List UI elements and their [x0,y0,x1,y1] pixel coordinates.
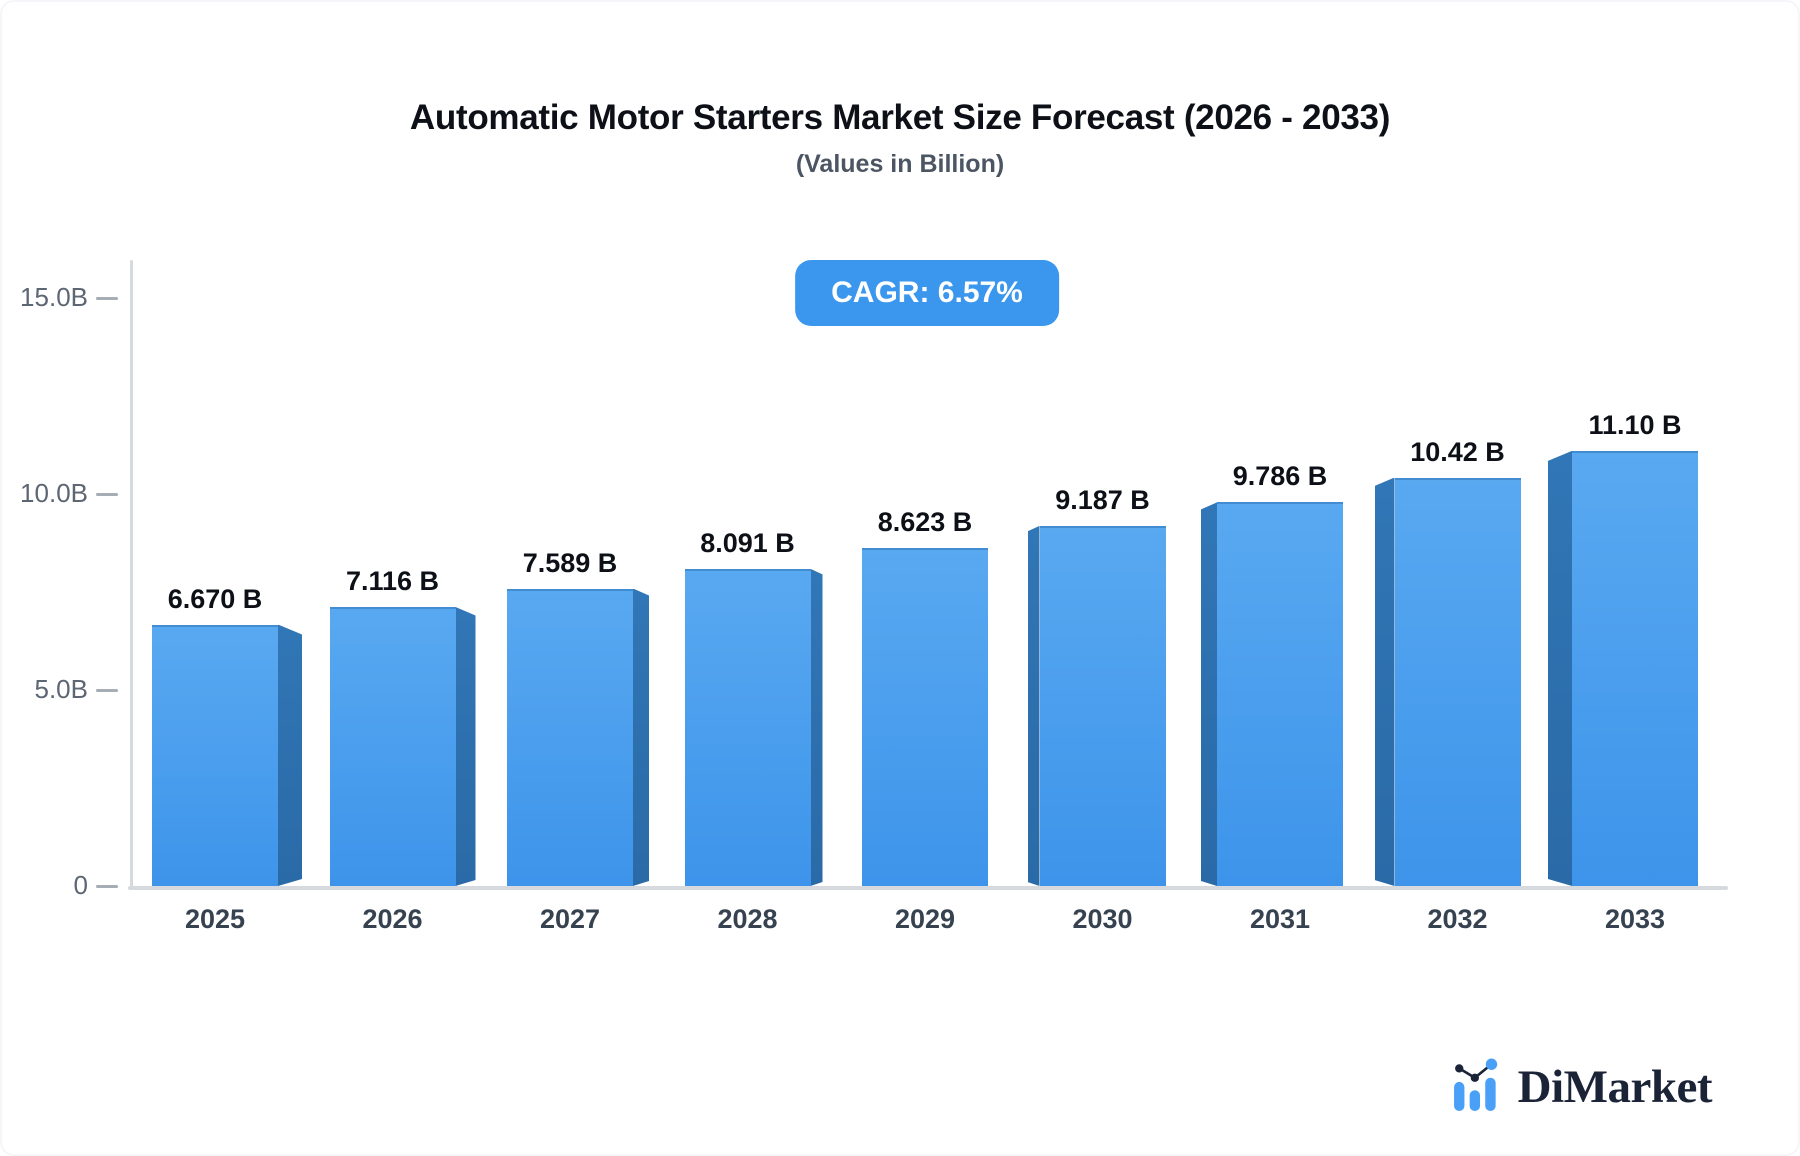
x-tick-label-2028: 2028 [717,904,778,934]
chart-subtitle: (Values in Billion) [795,150,1005,178]
bar-side-face [1375,478,1395,886]
bar-value-label: 7.589 B [522,547,618,578]
bar-side-face [1548,451,1572,886]
x-tick-label-2027: 2027 [539,904,601,934]
dimarket-logo: DiMarket [1453,1056,1713,1113]
bar-face-2032 [1394,477,1521,886]
cagr-badge: CAGR: 6.57% [795,260,1059,326]
bar-face-2030 [1039,525,1166,886]
x-tick-label-2026: 2026 [362,904,423,934]
bar-face-2025 [152,624,278,886]
bar-value-label: 8.091 B [700,527,795,558]
bar-value-label: 11.10 B [1588,409,1682,440]
bar-value-label: 10.42 B [1410,436,1505,467]
y-tick [96,492,118,496]
bar-side-face [633,589,649,886]
x-tick-label-2029: 2029 [894,904,956,934]
bar-side-face [1201,502,1217,886]
bar-side-face [811,569,823,886]
y-tick [96,884,118,888]
y-tick-label: 5.0B [34,674,89,704]
chart-title: Automatic Motor Starters Market Size For… [409,98,1391,137]
bar-face-2033 [1572,450,1698,886]
y-tick-label: 10.0B [20,478,88,508]
bar-chart-logo-icon [1453,1058,1497,1112]
bar-value-label: 7.116 B [345,566,440,597]
bar-value-label: 9.187 B [1055,484,1150,515]
bar-face-2031 [1217,502,1343,886]
x-tick-label-2031: 2031 [1249,904,1311,934]
bar-face-2027 [507,588,633,886]
bar-face-2026 [329,607,456,886]
x-tick-label-2030: 2030 [1072,904,1133,934]
bar-side-face [1028,526,1040,886]
logo-text: DiMarket [1517,1061,1713,1113]
y-tick [96,296,118,300]
bar-face-2028 [684,568,811,886]
x-tick-label-2033: 2033 [1604,904,1666,934]
bar-value-label: 8.623 B [877,506,973,537]
y-tick-label: 0 [73,870,88,900]
bar-side-face [456,607,476,886]
bar-face-2029 [862,547,988,886]
y-axis-line [130,260,133,888]
x-tick-label-2032: 2032 [1427,904,1488,934]
x-tick-label-2025: 2025 [184,904,246,934]
bar-value-label: 6.670 B [167,583,263,614]
y-tick-label: 15.0B [20,282,88,312]
bar-side-face [278,625,302,886]
bar-value-label: 9.786 B [1232,461,1328,492]
y-tick [96,688,118,692]
x-axis-line [128,886,1728,890]
